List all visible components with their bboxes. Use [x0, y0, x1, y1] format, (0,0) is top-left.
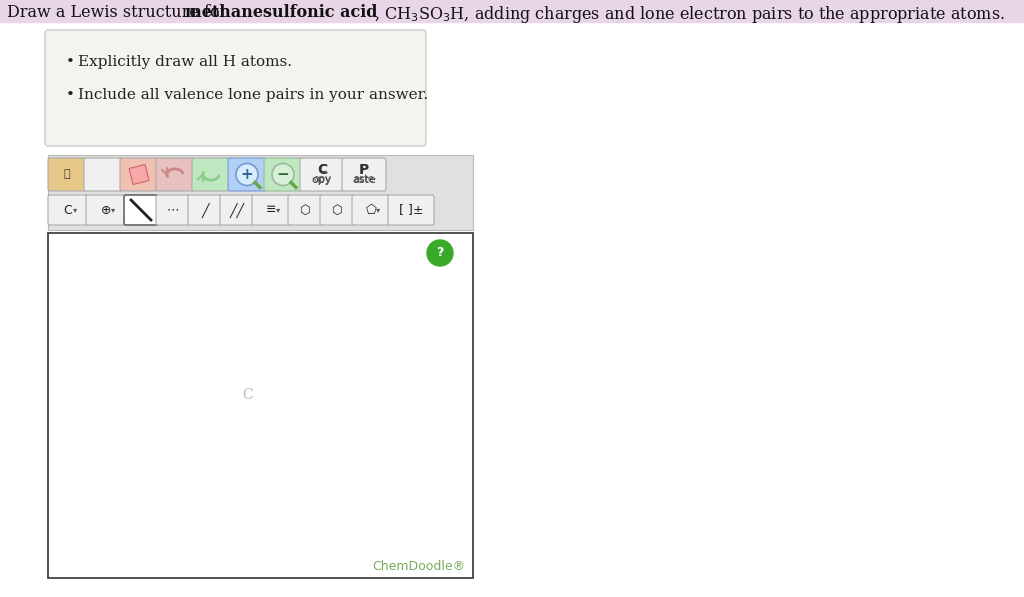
Circle shape: [272, 164, 294, 186]
Text: opy: opy: [313, 174, 331, 184]
Text: C: C: [243, 388, 253, 402]
Text: C: C: [316, 164, 327, 177]
Text: ≡: ≡: [266, 204, 276, 217]
Text: ╱╱: ╱╱: [229, 202, 245, 217]
Text: •: •: [66, 88, 75, 102]
Bar: [48, 155, 473, 230]
FancyBboxPatch shape: [84, 158, 122, 191]
Text: ⬡: ⬡: [332, 204, 342, 217]
FancyBboxPatch shape: [220, 195, 254, 225]
FancyBboxPatch shape: [228, 158, 266, 191]
FancyBboxPatch shape: [156, 195, 190, 225]
FancyBboxPatch shape: [300, 158, 344, 191]
Polygon shape: [129, 165, 150, 184]
Text: •: •: [66, 55, 75, 69]
Text: ✋: ✋: [63, 170, 71, 180]
Text: Include all valence lone pairs in your answer.: Include all valence lone pairs in your a…: [78, 88, 428, 102]
Text: ⬠: ⬠: [366, 204, 377, 217]
Text: +: +: [241, 167, 253, 182]
FancyBboxPatch shape: [288, 195, 322, 225]
Circle shape: [236, 164, 258, 186]
Text: ▾: ▾: [73, 205, 77, 214]
FancyBboxPatch shape: [264, 158, 302, 191]
FancyBboxPatch shape: [188, 195, 222, 225]
Circle shape: [427, 240, 453, 266]
Text: P: P: [358, 164, 369, 177]
Text: ⋯: ⋯: [167, 204, 179, 217]
Text: ?: ?: [436, 247, 443, 260]
FancyBboxPatch shape: [156, 158, 194, 191]
FancyBboxPatch shape: [124, 195, 158, 225]
FancyBboxPatch shape: [388, 195, 434, 225]
FancyBboxPatch shape: [120, 158, 158, 191]
Text: ⬡: ⬡: [300, 204, 310, 217]
FancyBboxPatch shape: [193, 158, 230, 191]
Text: −: −: [276, 167, 290, 182]
Text: methanesulfonic acid: methanesulfonic acid: [185, 4, 378, 21]
FancyBboxPatch shape: [45, 30, 426, 146]
Text: Explicitly draw all H atoms.: Explicitly draw all H atoms.: [78, 55, 292, 69]
Bar: [0, 0, 1024, 22]
FancyBboxPatch shape: [352, 195, 390, 225]
Text: C
opy: C opy: [312, 164, 332, 185]
Text: ▾: ▾: [111, 205, 116, 214]
Text: ChemDoodle®: ChemDoodle®: [372, 559, 465, 573]
FancyBboxPatch shape: [48, 195, 88, 225]
Bar: [48, 233, 473, 578]
Text: ⊕: ⊕: [100, 204, 112, 217]
FancyBboxPatch shape: [252, 195, 290, 225]
Text: ▾: ▾: [276, 205, 281, 214]
FancyBboxPatch shape: [319, 195, 354, 225]
FancyBboxPatch shape: [86, 195, 126, 225]
Text: [ ]±: [ ]±: [398, 204, 423, 217]
Text: P
aste: P aste: [352, 164, 376, 185]
Text: C: C: [63, 204, 73, 217]
Text: ╱: ╱: [202, 202, 209, 217]
Text: , CH$_3$SO$_3$H, adding charges and lone electron pairs to the appropriate atoms: , CH$_3$SO$_3$H, adding charges and lone…: [374, 4, 1005, 25]
Text: Draw a Lewis structure for: Draw a Lewis structure for: [7, 4, 232, 21]
Text: aste: aste: [353, 174, 375, 184]
Text: ▾: ▾: [376, 205, 380, 214]
FancyBboxPatch shape: [342, 158, 386, 191]
FancyBboxPatch shape: [48, 158, 86, 191]
